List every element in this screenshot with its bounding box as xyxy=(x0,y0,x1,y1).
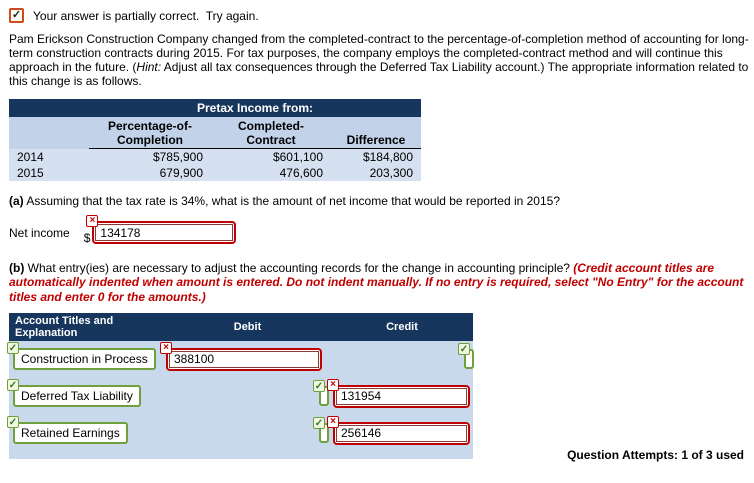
part-a-question: (a) Assuming that the tax rate is 34%, w… xyxy=(9,194,753,209)
credit-input[interactable] xyxy=(336,424,467,442)
pretax-income-table: Pretax Income from: Percentage-of-Comple… xyxy=(9,99,421,181)
account-select-value: Construction in Process xyxy=(21,352,148,366)
debit-cell: ✓ xyxy=(164,377,331,415)
journal-col-debit: Debit xyxy=(164,312,331,341)
year-cell: 2014 xyxy=(9,148,89,165)
net-income-input[interactable] xyxy=(95,224,234,242)
pretax-title-row: Pretax Income from: xyxy=(9,99,421,118)
currency-symbol: $ xyxy=(83,230,91,245)
account-cell: ✓ Deferred Tax Liability xyxy=(7,377,164,415)
account-cell: ✓ Retained Earnings xyxy=(7,414,164,452)
account-select-value: Retained Earnings xyxy=(21,426,120,440)
feedback-banner: ✓ Your answer is partially correct. Try … xyxy=(9,8,745,23)
journal-row-2: ✓ Deferred Tax Liability ✓ × xyxy=(7,377,473,415)
incorrect-x-icon: × xyxy=(327,378,339,391)
correct-check-icon: ✓ xyxy=(313,417,325,429)
account-select[interactable]: ✓ Construction in Process xyxy=(7,342,156,370)
pretax-row-2015: 2015 679,900 476,600 203,300 xyxy=(9,165,421,181)
correct-check-icon: ✓ xyxy=(458,343,470,355)
credit-error-wrapper: × xyxy=(327,378,470,408)
pretax-header-spacer xyxy=(9,117,89,149)
pretax-col-completed-contract: Completed-Contract xyxy=(211,117,331,150)
difference-value-cell: $184,800 xyxy=(331,148,421,165)
correct-check-icon: ✓ xyxy=(7,379,19,391)
incorrect-x-icon: × xyxy=(327,415,339,428)
spacer-cell xyxy=(9,451,473,459)
poc-value-cell: 679,900 xyxy=(89,165,211,181)
debit-input-collapsed[interactable]: ✓ xyxy=(313,417,329,443)
credit-input-collapsed[interactable]: ✓ xyxy=(458,343,474,369)
pretax-title-spacer xyxy=(9,99,89,118)
cc-value-cell: $601,100 xyxy=(211,148,331,165)
journal-col-credit: Credit xyxy=(331,312,473,341)
account-cell: ✓ Construction in Process xyxy=(7,340,164,378)
cc-value-cell: 476,600 xyxy=(211,165,331,181)
net-income-answer-row: Net income $ × xyxy=(9,215,745,249)
question-attempts: Question Attempts: 1 of 3 used xyxy=(567,448,744,462)
journal-col-account-titles: Account Titles and Explanation xyxy=(9,312,164,341)
part-b-label: (b) xyxy=(9,260,25,275)
journal-entry-table: Account Titles and Explanation Debit Cre… xyxy=(7,312,474,459)
pretax-col-percentage-of-completion: Percentage-of-Completion xyxy=(89,117,211,150)
credit-cell: × xyxy=(327,377,473,415)
account-select[interactable]: ✓ Deferred Tax Liability xyxy=(7,379,141,407)
journal-row-1: ✓ Construction in Process × ✓ xyxy=(7,340,474,378)
problem-text-1: Pam Erickson Construction Company change… xyxy=(9,32,749,75)
pretax-col-difference: Difference xyxy=(331,117,421,150)
debit-cell: ✓ xyxy=(164,414,331,452)
part-b-question-text: What entry(ies) are necessary to adjust … xyxy=(24,260,574,275)
debit-error-wrapper: × xyxy=(160,341,322,371)
account-select-value: Deferred Tax Liability xyxy=(21,389,133,403)
part-a-label: (a) xyxy=(9,194,24,208)
part-a-question-text: Assuming that the tax rate is 34%, what … xyxy=(23,194,560,208)
poc-value-cell: $785,900 xyxy=(89,148,211,165)
correct-check-icon: ✓ xyxy=(313,380,325,392)
problem-text-2: Adjust all tax consequences through the … xyxy=(9,60,749,89)
credit-cell: ✓ xyxy=(331,340,474,378)
pretax-header-row: Percentage-of-Completion Completed-Contr… xyxy=(9,117,421,150)
problem-statement: Pam Erickson Construction Company change… xyxy=(9,32,751,88)
credit-cell: × xyxy=(327,414,473,452)
journal-spacer-row xyxy=(9,451,473,459)
feedback-text: Your answer is partially correct. Try ag… xyxy=(33,8,259,23)
debit-input[interactable] xyxy=(169,350,319,368)
journal-row-3: ✓ Retained Earnings ✓ × xyxy=(7,414,473,452)
debit-cell: × xyxy=(160,340,331,378)
part-b-question: (b) What entry(ies) are necessary to adj… xyxy=(9,261,753,305)
net-income-error-wrapper: × xyxy=(86,215,237,245)
pretax-row-2014: 2014 $785,900 $601,100 $184,800 xyxy=(9,148,421,165)
part-b-instruction: (Credit account titles are automatically… xyxy=(9,260,744,304)
net-income-label: Net income xyxy=(9,225,70,240)
account-select[interactable]: ✓ Retained Earnings xyxy=(7,416,128,444)
debit-input-collapsed[interactable]: ✓ xyxy=(313,380,329,406)
hint-label: Hint: xyxy=(136,60,162,75)
journal-header-row: Account Titles and Explanation Debit Cre… xyxy=(9,312,473,341)
incorrect-x-icon: × xyxy=(160,341,172,354)
incorrect-x-icon: × xyxy=(86,215,99,228)
credit-error-wrapper: × xyxy=(327,415,470,445)
difference-value-cell: 203,300 xyxy=(331,165,421,181)
pretax-table-title: Pretax Income from: xyxy=(89,99,421,118)
year-cell: 2015 xyxy=(9,165,89,181)
credit-input[interactable] xyxy=(336,387,467,405)
correct-check-icon: ✓ xyxy=(7,416,19,428)
partial-correct-check-icon: ✓ xyxy=(9,8,24,23)
correct-check-icon: ✓ xyxy=(7,342,19,354)
